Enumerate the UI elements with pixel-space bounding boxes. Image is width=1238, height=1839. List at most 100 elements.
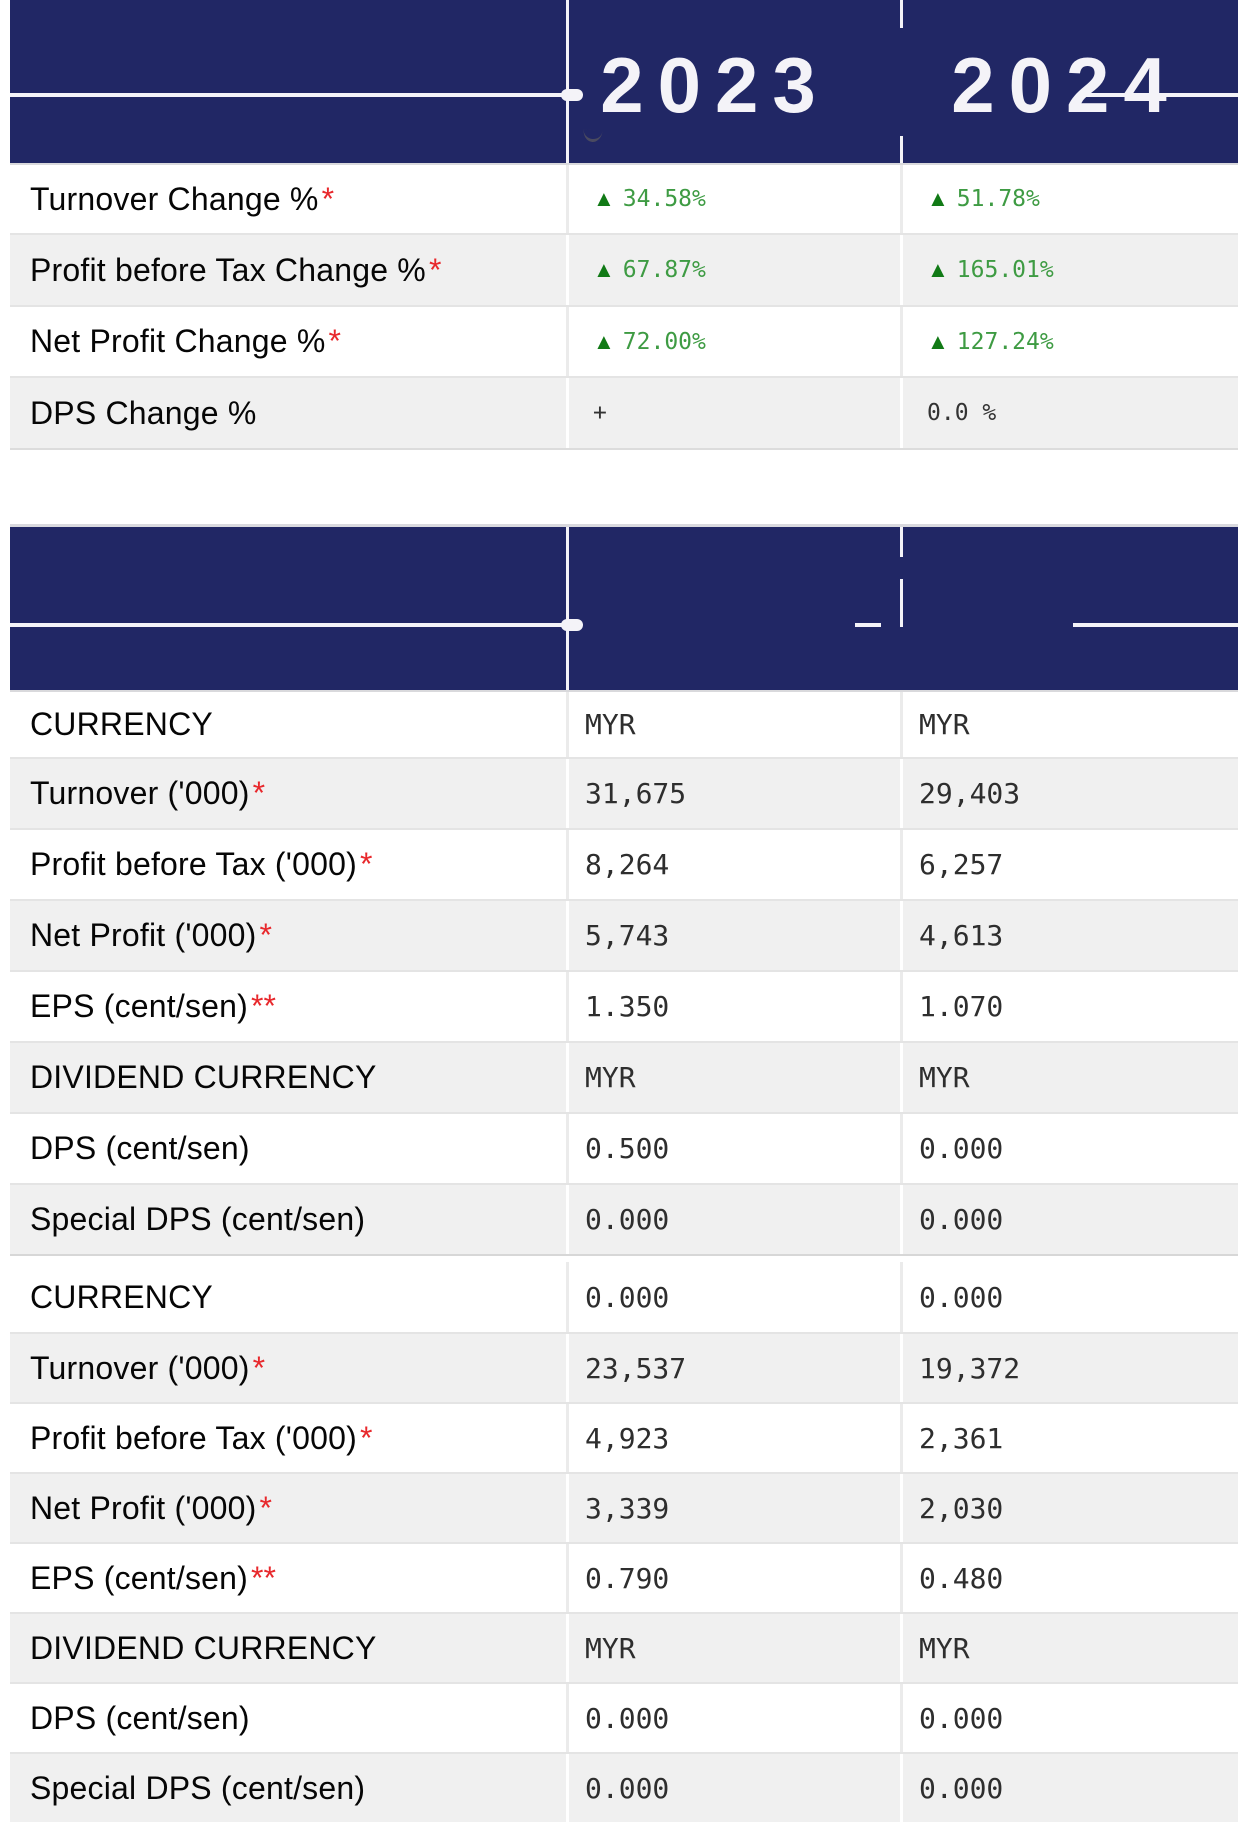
table-row: Profit before Tax ('000) * 4,923 2,361 <box>10 1402 1238 1472</box>
row-label: Turnover ('000) <box>30 1349 250 1386</box>
value-cell-2023: 1.350 <box>566 972 900 1041</box>
table-row: DIVIDEND CURRENCY MYR MYR <box>10 1612 1238 1682</box>
value-cell-2024: 0.000 <box>900 1684 1238 1752</box>
table-row: Turnover Change % * ▲ 34.58% ▲ 51.78% <box>10 165 1238 233</box>
header-divider-cap <box>561 619 583 631</box>
footnote-asterisk: * <box>328 323 341 359</box>
financial-table-block-quarterly: CURRENCY 0.000 0.000 Turnover ('000) * 23… <box>10 1262 1238 1822</box>
cell-value: 0.790 <box>585 1561 670 1595</box>
column-separator-line <box>900 0 903 28</box>
table-row: Net Profit Change % * ▲ 72.00% ▲ 127.24% <box>10 305 1238 376</box>
footnote-asterisk: * <box>259 917 272 953</box>
footnote-asterisk: * <box>359 1419 373 1456</box>
value-cell-2024: 0.000 <box>900 1754 1238 1822</box>
cell-value: 5,743 <box>585 919 670 952</box>
header-divider-line <box>855 623 881 627</box>
value-cell-2023: 23,537 <box>566 1334 900 1402</box>
value-cell-2024: MYR <box>900 1043 1238 1112</box>
value-cell-2023: 31,675 <box>566 759 900 828</box>
up-triangle-icon: ▲ <box>593 257 615 282</box>
row-label: Turnover ('000) <box>30 775 250 811</box>
row-label-cell: EPS (cent/sen) ** <box>10 1544 566 1612</box>
cell-value: 0.000 <box>919 1203 1004 1236</box>
value-cell-2024: 0.000 <box>900 1114 1238 1183</box>
table-row: Profit before Tax Change % * ▲ 67.87% ▲ 1… <box>10 233 1238 305</box>
row-label: Turnover Change % <box>30 180 319 217</box>
cell-value: 0.000 <box>919 1280 1004 1314</box>
cell-value: 4,613 <box>919 919 1004 952</box>
up-triangle-icon: ▲ <box>927 328 949 354</box>
table-row: Profit before Tax ('000) * 8,264 6,257 <box>10 828 1238 899</box>
value-cell-2024: 0.000 <box>900 1185 1238 1254</box>
cell-value: MYR <box>919 708 970 741</box>
cell-value: MYR <box>585 1061 636 1094</box>
table-overlap-edge <box>10 1254 1238 1262</box>
cell-value: 1.350 <box>585 990 670 1023</box>
row-label: Net Profit ('000) <box>30 917 257 953</box>
table-row: Turnover ('000) * 31,675 29,403 <box>10 757 1238 828</box>
value-cell-2024: 29,403 <box>900 759 1238 828</box>
value-cell-2024: 4,613 <box>900 901 1238 970</box>
value-cell-2023: 0.000 <box>566 1684 900 1752</box>
row-label: CURRENCY <box>30 706 213 742</box>
value-cell-2023: 0.790 <box>566 1544 900 1612</box>
row-label: DPS (cent/sen) <box>30 1699 250 1736</box>
value-cell-2024: MYR <box>900 692 1238 757</box>
row-label-cell: CURRENCY <box>10 1262 566 1332</box>
row-label-cell: Turnover Change % * <box>10 165 566 233</box>
row-label: Net Profit Change % <box>30 323 326 359</box>
row-label-cell: DIVIDEND CURRENCY <box>10 1614 566 1682</box>
cell-value: 6,257 <box>919 848 1004 881</box>
cell-value: 2,030 <box>919 1491 1004 1525</box>
column-separator-line <box>900 579 903 627</box>
change-table-body: Turnover Change % * ▲ 34.58% ▲ 51.78% Pro… <box>10 165 1238 450</box>
cell-value: 23,537 <box>585 1351 687 1385</box>
row-label-cell: Profit before Tax Change % * <box>10 235 566 305</box>
cell-value: 1.070 <box>919 990 1004 1023</box>
value-cell-2023: 5,743 <box>566 901 900 970</box>
row-label: Profit before Tax Change % <box>30 251 426 288</box>
value-cell-2024: 2,030 <box>900 1474 1238 1542</box>
table-spacer <box>10 450 1238 524</box>
row-label: Profit before Tax ('000) <box>30 846 357 882</box>
row-label-cell: DPS Change % <box>10 378 566 448</box>
table-row: DPS (cent/sen) 0.500 0.000 <box>10 1112 1238 1183</box>
cell-value: 0.000 <box>585 1203 670 1236</box>
row-label-cell: CURRENCY <box>10 692 566 757</box>
footnote-asterisk: * <box>428 251 442 288</box>
row-label: Special DPS (cent/sen) <box>30 1201 366 1237</box>
footnote-asterisk: * <box>252 775 266 811</box>
column-separator-line <box>566 0 569 163</box>
cell-value: 0.000 <box>919 1132 1004 1165</box>
cell-value: 127.24% <box>956 328 1054 355</box>
change-table-header: 2023 2024 <box>10 0 1238 165</box>
row-label: Profit before Tax ('000) <box>30 1419 357 1456</box>
row-label-cell: Turnover ('000) * <box>10 759 566 828</box>
value-cell-2024: 0.000 <box>900 1262 1238 1332</box>
row-label: DPS (cent/sen) <box>30 1130 250 1166</box>
cell-value: 0.000 <box>585 1701 670 1735</box>
cell-value: 0.480 <box>919 1561 1004 1595</box>
up-triangle-icon: ▲ <box>927 257 949 282</box>
year-header-2023: 2023 <box>600 41 830 129</box>
row-label: DIVIDEND CURRENCY <box>30 1059 377 1095</box>
cell-value: MYR <box>919 1631 970 1665</box>
financial-table-header <box>10 524 1238 692</box>
value-cell-2023: 0.500 <box>566 1114 900 1183</box>
value-cell-2023: 4,923 <box>566 1404 900 1472</box>
value-cell-2023: 0.000 <box>566 1185 900 1254</box>
cell-value: 0.000 <box>919 1701 1004 1735</box>
row-label-cell: Special DPS (cent/sen) <box>10 1754 566 1822</box>
cell-value: 19,372 <box>919 1351 1021 1385</box>
value-cell-2024: 0.0 % <box>900 378 1238 448</box>
value-cell-2024: 0.480 <box>900 1544 1238 1612</box>
value-cell-2024: ▲ 127.24% <box>900 307 1238 376</box>
cell-value: 165.01% <box>956 257 1054 283</box>
up-triangle-icon: ▲ <box>593 186 615 211</box>
row-label-cell: Profit before Tax ('000) * <box>10 1404 566 1472</box>
value-cell-2024: 6,257 <box>900 830 1238 899</box>
header-divider-line <box>1077 93 1238 97</box>
footnote-asterisk: * <box>259 1489 272 1526</box>
row-label: CURRENCY <box>30 1278 213 1315</box>
